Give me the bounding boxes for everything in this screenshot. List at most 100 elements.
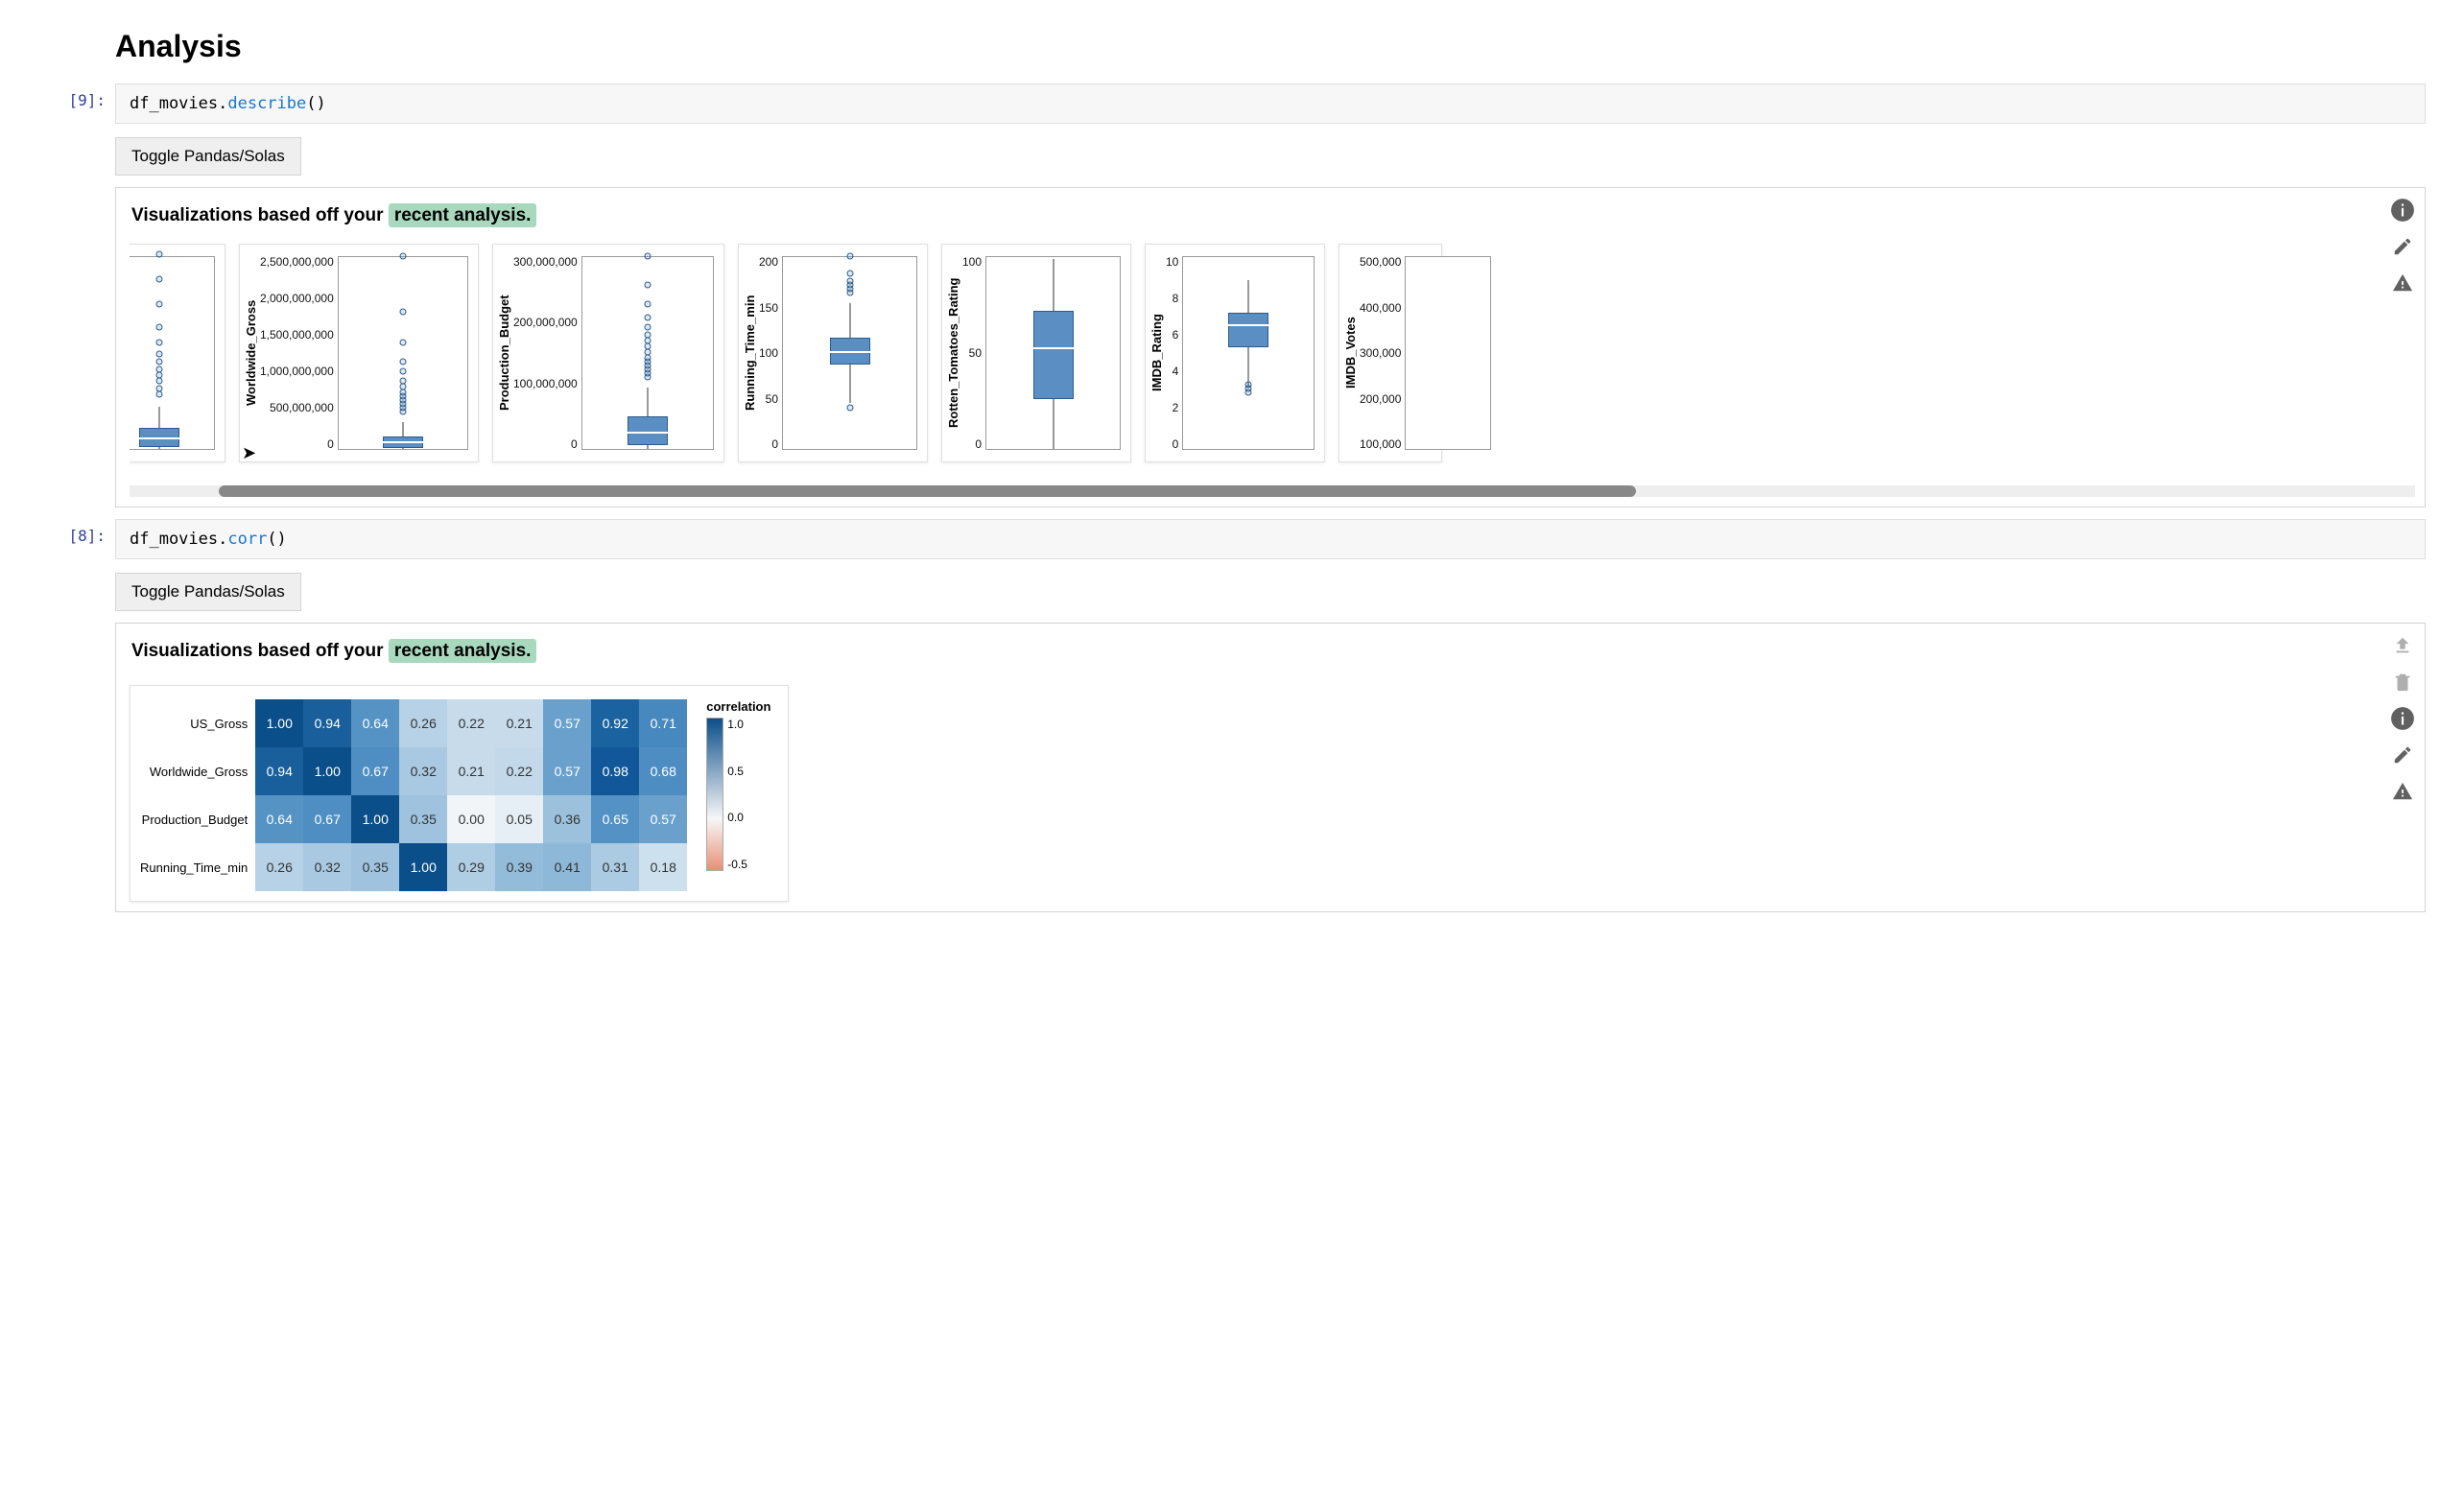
heatmap-cell: 0.21 xyxy=(447,747,495,795)
heatmap-cell: 0.22 xyxy=(495,747,543,795)
cell-prompt: [9]: xyxy=(38,83,115,507)
y-ticks: 500,000400,000300,000200,000100,000 xyxy=(1360,252,1405,454)
y-ticks: 100500 xyxy=(962,252,985,454)
legend-ticks: 1.00.50.0-0.5 xyxy=(727,718,747,871)
heatmap-cell: 0.94 xyxy=(255,747,303,795)
boxplot-card[interactable]: Running_Time_min200150100500 xyxy=(738,244,928,462)
code-prefix: df_movies. xyxy=(130,94,227,113)
y-axis-label: IMDB_Rating xyxy=(1148,252,1166,454)
toggle-pandas-solas-button[interactable]: Toggle Pandas/Solas xyxy=(115,137,301,176)
boxplot-card[interactable]: 00000 xyxy=(130,244,225,462)
code-suffix: () xyxy=(306,94,325,113)
boxplot-strip[interactable]: 00000Worldwide_Gross2,500,000,0002,000,0… xyxy=(130,240,2415,482)
code-input[interactable]: df_movies.corr() xyxy=(115,519,2426,559)
heatmap-cell: 1.00 xyxy=(255,699,303,747)
heatmap-row-label: Running_Time_min xyxy=(140,860,255,875)
legend-title: correlation xyxy=(706,699,770,714)
panel-header: Visualizations based off your recent ana… xyxy=(130,205,2415,226)
heatmap-cell: 0.92 xyxy=(591,699,639,747)
heatmap-cell: 1.00 xyxy=(351,795,399,843)
cell-prompt: [8]: xyxy=(38,519,115,912)
heatmap-cell: 0.26 xyxy=(399,699,447,747)
panel-header-highlight: recent analysis. xyxy=(389,639,537,663)
heatmap-cell: 0.21 xyxy=(495,699,543,747)
warn-icon[interactable] xyxy=(2388,777,2417,806)
heatmap-cell: 0.98 xyxy=(591,747,639,795)
heatmap-cell: 0.57 xyxy=(543,747,591,795)
heatmap-cell: 0.36 xyxy=(543,795,591,843)
plot-area xyxy=(130,256,215,450)
heatmap-cell: 0.32 xyxy=(399,747,447,795)
code-suffix: () xyxy=(267,530,286,549)
y-ticks: 200150100500 xyxy=(759,252,782,454)
panel-header: Visualizations based off your recent ana… xyxy=(130,641,2415,662)
plot-area xyxy=(782,256,917,450)
heatmap-cell: 0.22 xyxy=(447,699,495,747)
heatmap-cell: 0.41 xyxy=(543,843,591,891)
warn-icon[interactable] xyxy=(2388,269,2417,297)
heatmap-cell: 0.71 xyxy=(639,699,687,747)
heatmap-cell: 1.00 xyxy=(303,747,351,795)
boxplot-card[interactable]: Production_Budget300,000,000200,000,0001… xyxy=(492,244,724,462)
toggle-pandas-solas-button[interactable]: Toggle Pandas/Solas xyxy=(115,573,301,611)
plot-area xyxy=(581,256,714,450)
correlation-heatmap: US_Gross1.000.940.640.260.220.210.570.92… xyxy=(140,699,687,891)
heatmap-cell: 0.29 xyxy=(447,843,495,891)
plot-area xyxy=(1182,256,1315,450)
heatmap-cell: 0.39 xyxy=(495,843,543,891)
code-input[interactable]: df_movies.describe() xyxy=(115,83,2426,124)
y-ticks: 300,000,000200,000,000100,000,0000 xyxy=(513,252,581,454)
boxplot-card[interactable]: Rotten_Tomatoes_Rating100500 xyxy=(941,244,1131,462)
side-actions xyxy=(2388,196,2417,297)
cell-9: [9]: df_movies.describe() Toggle Pandas/… xyxy=(38,83,2426,507)
trash-icon[interactable] xyxy=(2388,668,2417,696)
heatmap-cell: 0.32 xyxy=(303,843,351,891)
y-axis-label: Production_Budget xyxy=(495,252,513,454)
output-panel-describe: Visualizations based off your recent ana… xyxy=(115,187,2426,507)
output-panel-corr: Visualizations based off your recent ana… xyxy=(115,623,2426,912)
heatmap-cell: 0.26 xyxy=(255,843,303,891)
code-method: describe xyxy=(227,94,306,113)
panel-header-text: Visualizations based off your xyxy=(131,641,389,661)
boxplot-card[interactable]: IMDB_Votes500,000400,000300,000200,00010… xyxy=(1339,244,1442,462)
heatmap-cell: 0.94 xyxy=(303,699,351,747)
heatmap-cell: 0.64 xyxy=(255,795,303,843)
plot-area xyxy=(338,256,468,450)
heatmap-cell: 0.00 xyxy=(447,795,495,843)
heatmap-cell: 0.65 xyxy=(591,795,639,843)
panel-header-highlight: recent analysis. xyxy=(389,203,537,227)
heatmap-cell: 0.31 xyxy=(591,843,639,891)
heatmap-row-label: US_Gross xyxy=(140,717,255,731)
heatmap-row-label: Worldwide_Gross xyxy=(140,765,255,779)
panel-header-text: Visualizations based off your xyxy=(131,205,389,225)
y-axis-label: Worldwide_Gross xyxy=(242,252,260,454)
plot-area xyxy=(1405,256,1491,450)
info-icon[interactable] xyxy=(2388,196,2417,224)
y-axis-label: Running_Time_min xyxy=(741,252,759,454)
y-axis-label: Rotten_Tomatoes_Rating xyxy=(944,252,962,454)
side-actions xyxy=(2388,631,2417,806)
heatmap-cell: 0.68 xyxy=(639,747,687,795)
heatmap-cell: 0.18 xyxy=(639,843,687,891)
y-axis-label: IMDB_Votes xyxy=(1341,252,1360,454)
boxplot-card[interactable]: Worldwide_Gross2,500,000,0002,000,000,00… xyxy=(239,244,479,462)
heatmap-cell: 0.67 xyxy=(303,795,351,843)
scrollbar-thumb[interactable] xyxy=(219,485,1636,497)
boxplot-card[interactable]: IMDB_Rating1086420 xyxy=(1145,244,1325,462)
code-prefix: df_movies. xyxy=(130,530,227,549)
heatmap-cell: 0.35 xyxy=(351,843,399,891)
cell-8: [8]: df_movies.corr() Toggle Pandas/Sola… xyxy=(38,519,2426,912)
legend-colorbar xyxy=(706,718,723,871)
plot-area xyxy=(985,256,1121,450)
heatmap-cell: 1.00 xyxy=(399,843,447,891)
edit-icon[interactable] xyxy=(2388,232,2417,261)
heatmap-cell: 0.05 xyxy=(495,795,543,843)
cursor-icon: ➤ xyxy=(242,443,256,463)
heatmap-card[interactable]: US_Gross1.000.940.640.260.220.210.570.92… xyxy=(130,685,789,902)
edit-icon[interactable] xyxy=(2388,741,2417,769)
horizontal-scrollbar[interactable] xyxy=(130,485,2415,497)
upload-icon[interactable] xyxy=(2388,631,2417,660)
info-icon[interactable] xyxy=(2388,704,2417,733)
heatmap-row-label: Production_Budget xyxy=(140,813,255,827)
heatmap-cell: 0.67 xyxy=(351,747,399,795)
